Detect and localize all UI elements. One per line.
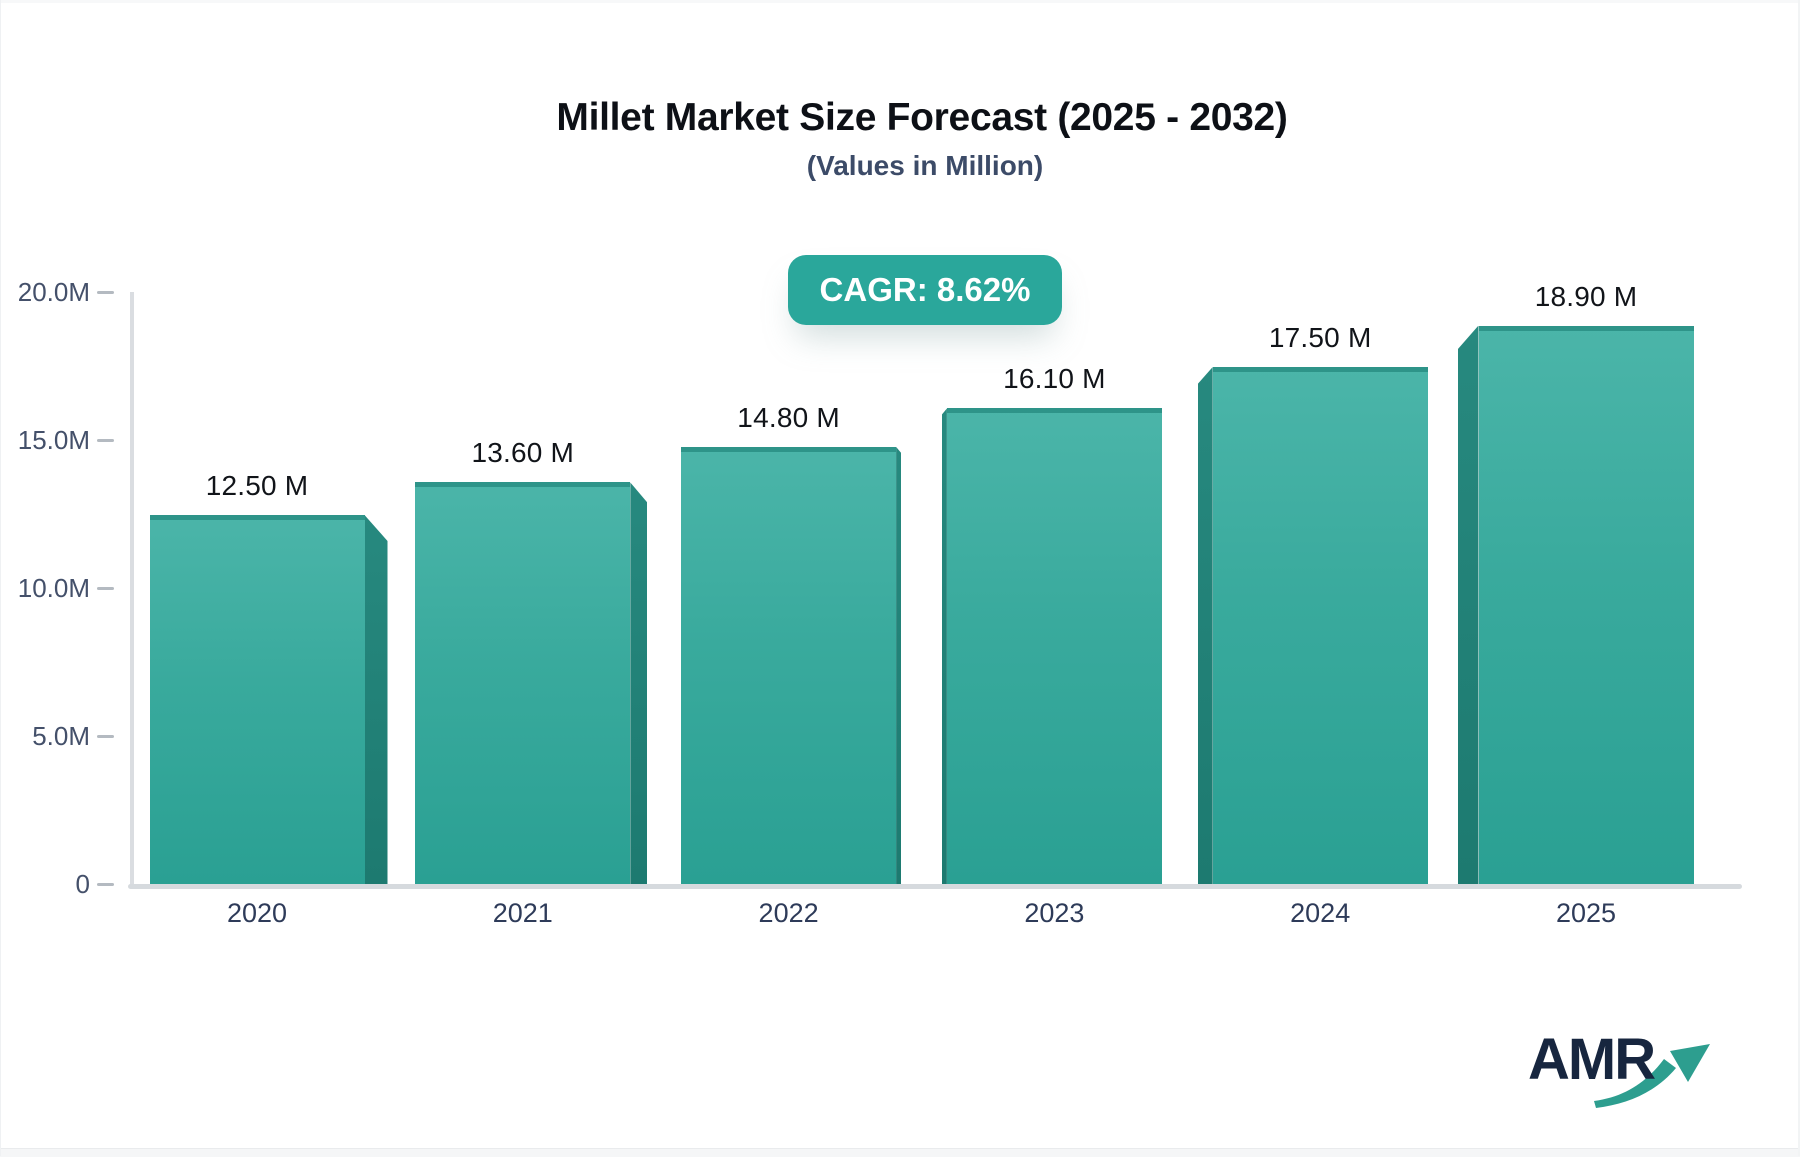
bar-value-label: 18.90 M <box>1534 280 1638 312</box>
x-axis-label-2023: 2023 <box>1024 898 1085 928</box>
y-tick-label: 20.0M <box>17 277 90 307</box>
x-axis-label-2021: 2021 <box>492 898 553 928</box>
bar-2024 <box>1212 367 1428 884</box>
frame-right-edge <box>1798 0 1800 1156</box>
bar-3d-side <box>1197 367 1213 884</box>
bar-value-label: 16.10 M <box>1003 363 1106 395</box>
chart-subtitle: (Values in Million) <box>806 150 1044 181</box>
frame-top-edge <box>0 0 1800 3</box>
x-axis-label-2024: 2024 <box>1290 898 1351 928</box>
y-tick-dash <box>97 438 114 442</box>
y-tick-label: 15.0M <box>17 425 90 455</box>
x-axis-label-2020: 2020 <box>226 898 288 928</box>
bar-2021 <box>415 482 631 884</box>
frame-left-edge <box>0 0 1 1156</box>
y-tick-label: 10.0M <box>17 573 90 603</box>
bar-3d-side <box>364 515 388 884</box>
bar-value-label: 14.80 M <box>737 401 840 433</box>
bar-3d-side <box>630 482 648 884</box>
y-tick-dash <box>97 734 114 738</box>
bar-2023 <box>946 408 1162 884</box>
amr-logo: AMR <box>1528 1026 1718 1116</box>
y-tick-label: 5.0M <box>32 721 90 751</box>
x-axis-line <box>128 884 1742 889</box>
bar-3d-side <box>896 446 902 884</box>
y-axis-line <box>130 292 134 885</box>
logo-growth-arrow-icon <box>1594 1044 1710 1108</box>
x-axis-label-2025: 2025 <box>1555 898 1617 928</box>
bar-3d-side <box>1457 325 1479 884</box>
chart-title: Millet Market Size Forecast (2025 - 2032… <box>556 96 1288 139</box>
cagr-badge: CAGR: 8.62% <box>788 255 1062 325</box>
x-axis-label-2022: 2022 <box>758 898 819 928</box>
bar-2020 <box>149 515 365 884</box>
frame-bottom-edge <box>0 1148 1800 1157</box>
y-tick-dash <box>97 290 114 294</box>
y-tick-dash <box>97 882 114 886</box>
bar-value-label: 12.50 M <box>205 470 309 501</box>
y-tick-dash <box>97 586 114 590</box>
bar-value-label: 13.60 M <box>471 437 575 469</box>
bar-value-label: 17.50 M <box>1268 322 1372 353</box>
bar-2025 <box>1478 325 1694 884</box>
bar-3d-side <box>941 408 947 884</box>
amr-logo-text: AMR <box>1528 1027 1656 1092</box>
bar-2022 <box>681 446 897 884</box>
y-tick-label: 0 <box>75 869 90 899</box>
